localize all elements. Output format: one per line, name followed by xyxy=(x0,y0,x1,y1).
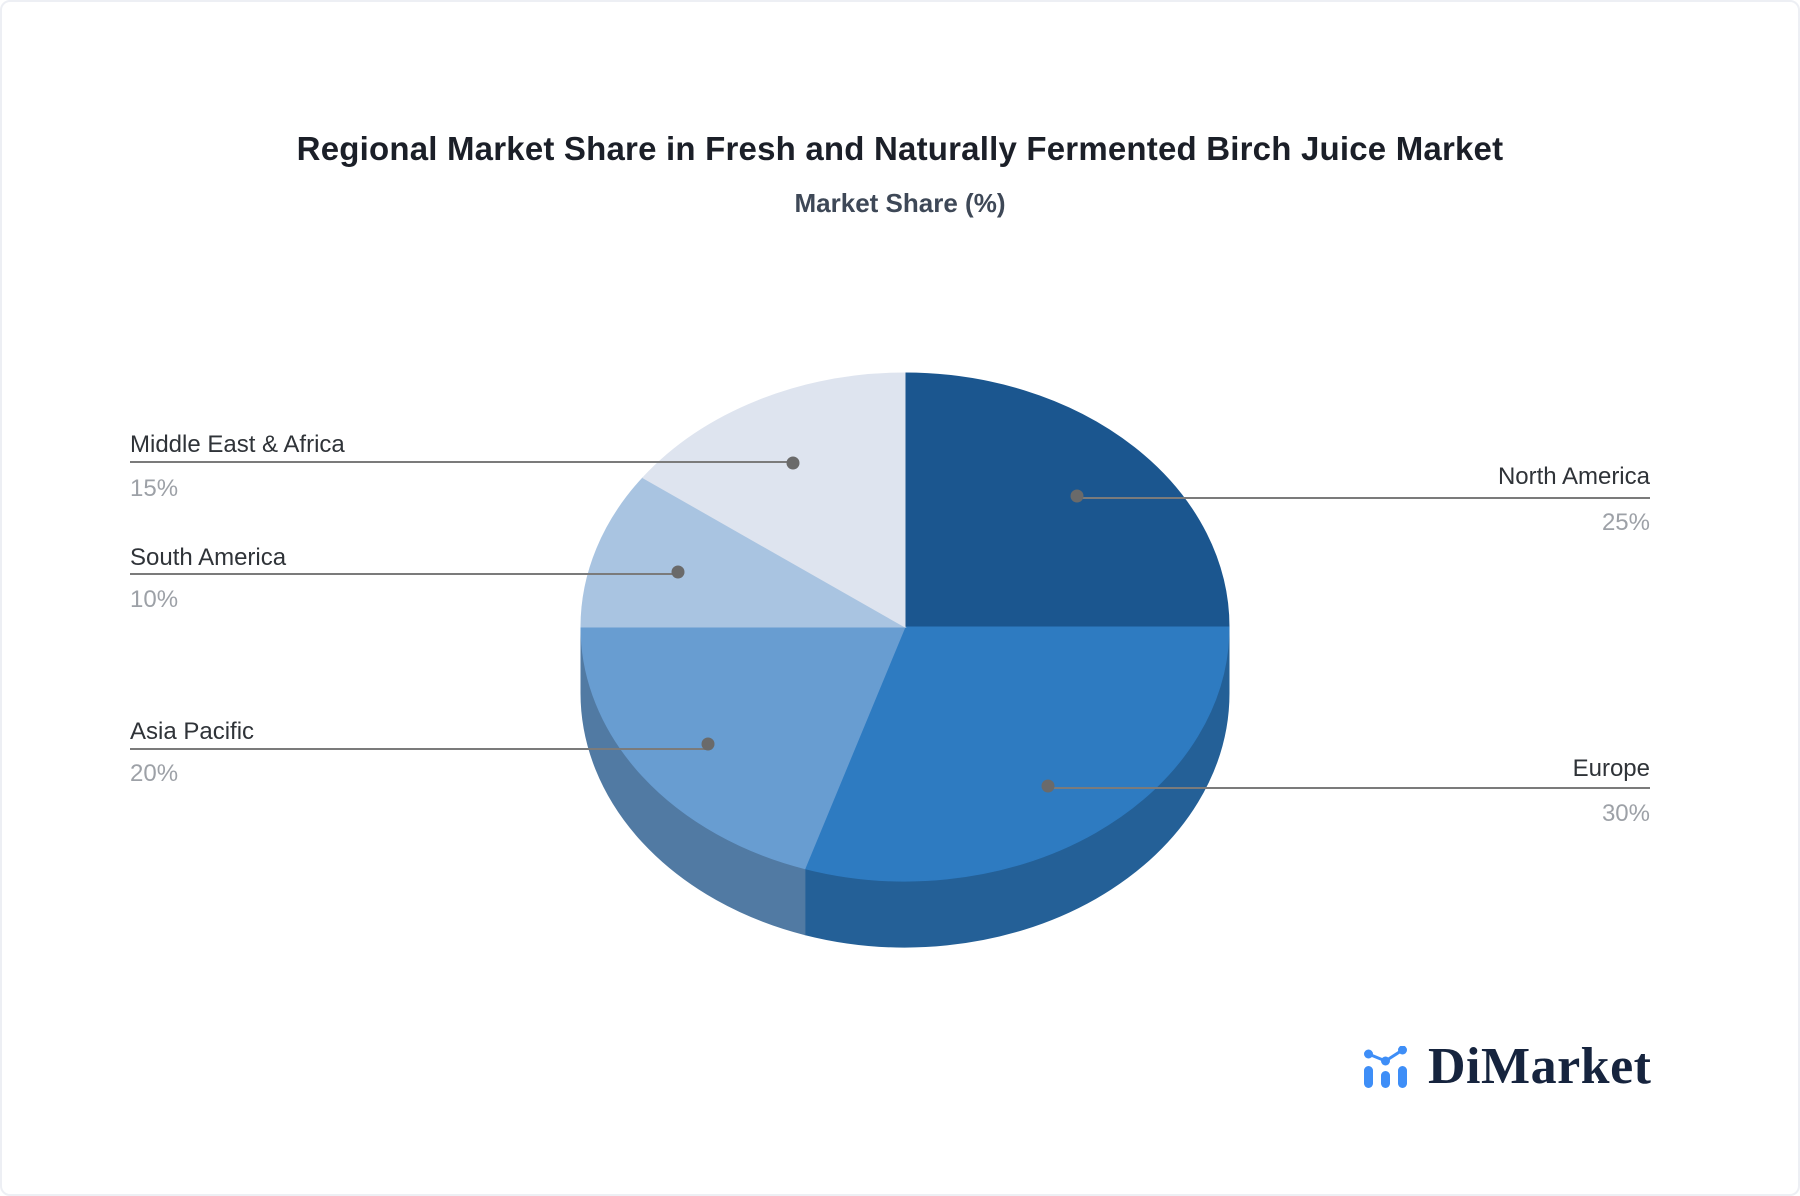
slice-label-south-america: South America xyxy=(130,544,287,571)
slice-label-europe: Europe xyxy=(1573,755,1650,782)
pie-slice-asia-pacific[interactable] xyxy=(580,626,906,870)
logo-zigzag-line xyxy=(1364,1046,1407,1066)
slice-value-north-america: 25% xyxy=(1602,509,1650,536)
pie-slice-north-america[interactable] xyxy=(904,372,1230,628)
pie-slice-europe[interactable] xyxy=(804,626,1230,882)
chart-subtitle: Market Share (%) xyxy=(794,188,1006,218)
leader-dot-asia-pacific xyxy=(701,737,715,751)
slice-value-south-america: 10% xyxy=(130,586,178,613)
bar-line-chart-icon xyxy=(1364,1046,1407,1088)
slice-label-north-america: North America xyxy=(1498,463,1651,490)
logo-text: DiMarket xyxy=(1428,1038,1652,1095)
pie-slice-middle-east-africa[interactable] xyxy=(642,372,906,628)
slice-value-middle-east-africa: 15% xyxy=(130,475,178,502)
leader-dot-middle-east-africa xyxy=(786,456,800,470)
slice-value-europe: 30% xyxy=(1602,800,1650,827)
slice-value-asia-pacific: 20% xyxy=(130,760,178,787)
chart-title: Regional Market Share in Fresh and Natur… xyxy=(296,130,1504,167)
logo-bars xyxy=(1364,1066,1407,1088)
pie-slice-south-america[interactable] xyxy=(580,477,907,628)
leader-dot-south-america xyxy=(671,565,685,579)
slice-label-middle-east-africa: Middle East & Africa xyxy=(130,431,345,458)
dimarket-logo: DiMarket xyxy=(1362,1041,1662,1111)
leader-dot-europe xyxy=(1041,779,1055,793)
leader-dot-north-america xyxy=(1070,489,1084,503)
slice-label-asia-pacific: Asia Pacific xyxy=(130,718,254,745)
